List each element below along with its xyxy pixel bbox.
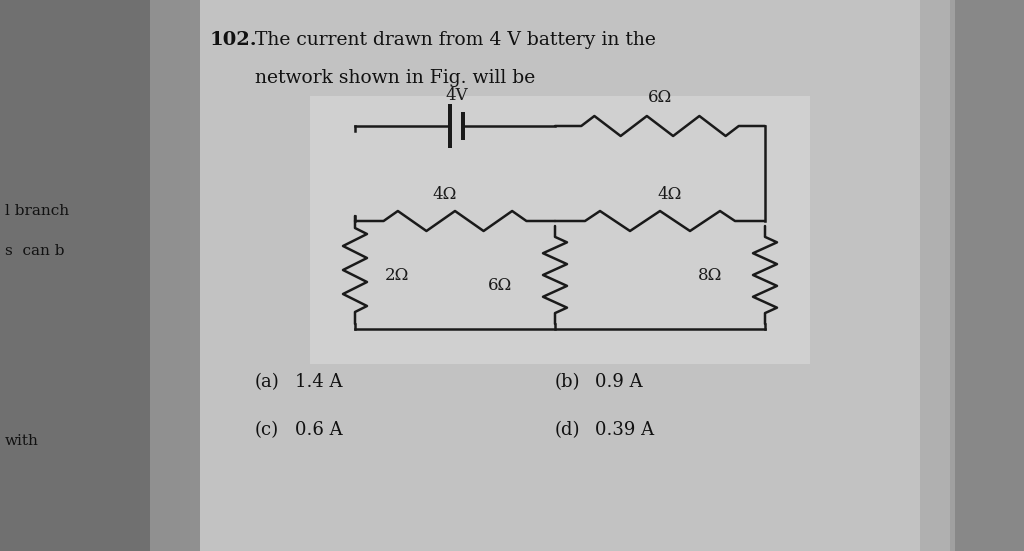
Text: (b): (b) [555,373,581,391]
Text: s  can b: s can b [5,244,65,258]
Text: The current drawn from 4 V battery in the: The current drawn from 4 V battery in th… [255,31,656,49]
Text: l branch: l branch [5,204,70,218]
Text: 6Ω: 6Ω [648,89,672,106]
Text: 0.6 A: 0.6 A [295,421,343,439]
Text: 6Ω: 6Ω [487,277,512,294]
Text: (d): (d) [555,421,581,439]
Text: 1.4 A: 1.4 A [295,373,342,391]
Text: 0.39 A: 0.39 A [595,421,654,439]
Text: 0.9 A: 0.9 A [595,373,643,391]
Text: 4Ω: 4Ω [433,186,457,203]
Text: with: with [5,434,39,448]
Bar [200,0,920,551]
Text: 8Ω: 8Ω [697,267,722,284]
Bar [920,0,1024,551]
Text: network shown in Fig. will be: network shown in Fig. will be [255,69,536,87]
Text: (a): (a) [255,373,280,391]
Bar [310,96,810,364]
Text: (c): (c) [255,421,280,439]
Text: 4Ω: 4Ω [657,186,682,203]
Bar [0,0,150,551]
Text: 2Ω: 2Ω [385,267,410,284]
Bar [150,0,200,551]
Text: 102.: 102. [210,31,258,49]
Text: 4V: 4V [445,87,468,104]
Bar [955,0,1024,551]
Bar [950,0,1024,551]
